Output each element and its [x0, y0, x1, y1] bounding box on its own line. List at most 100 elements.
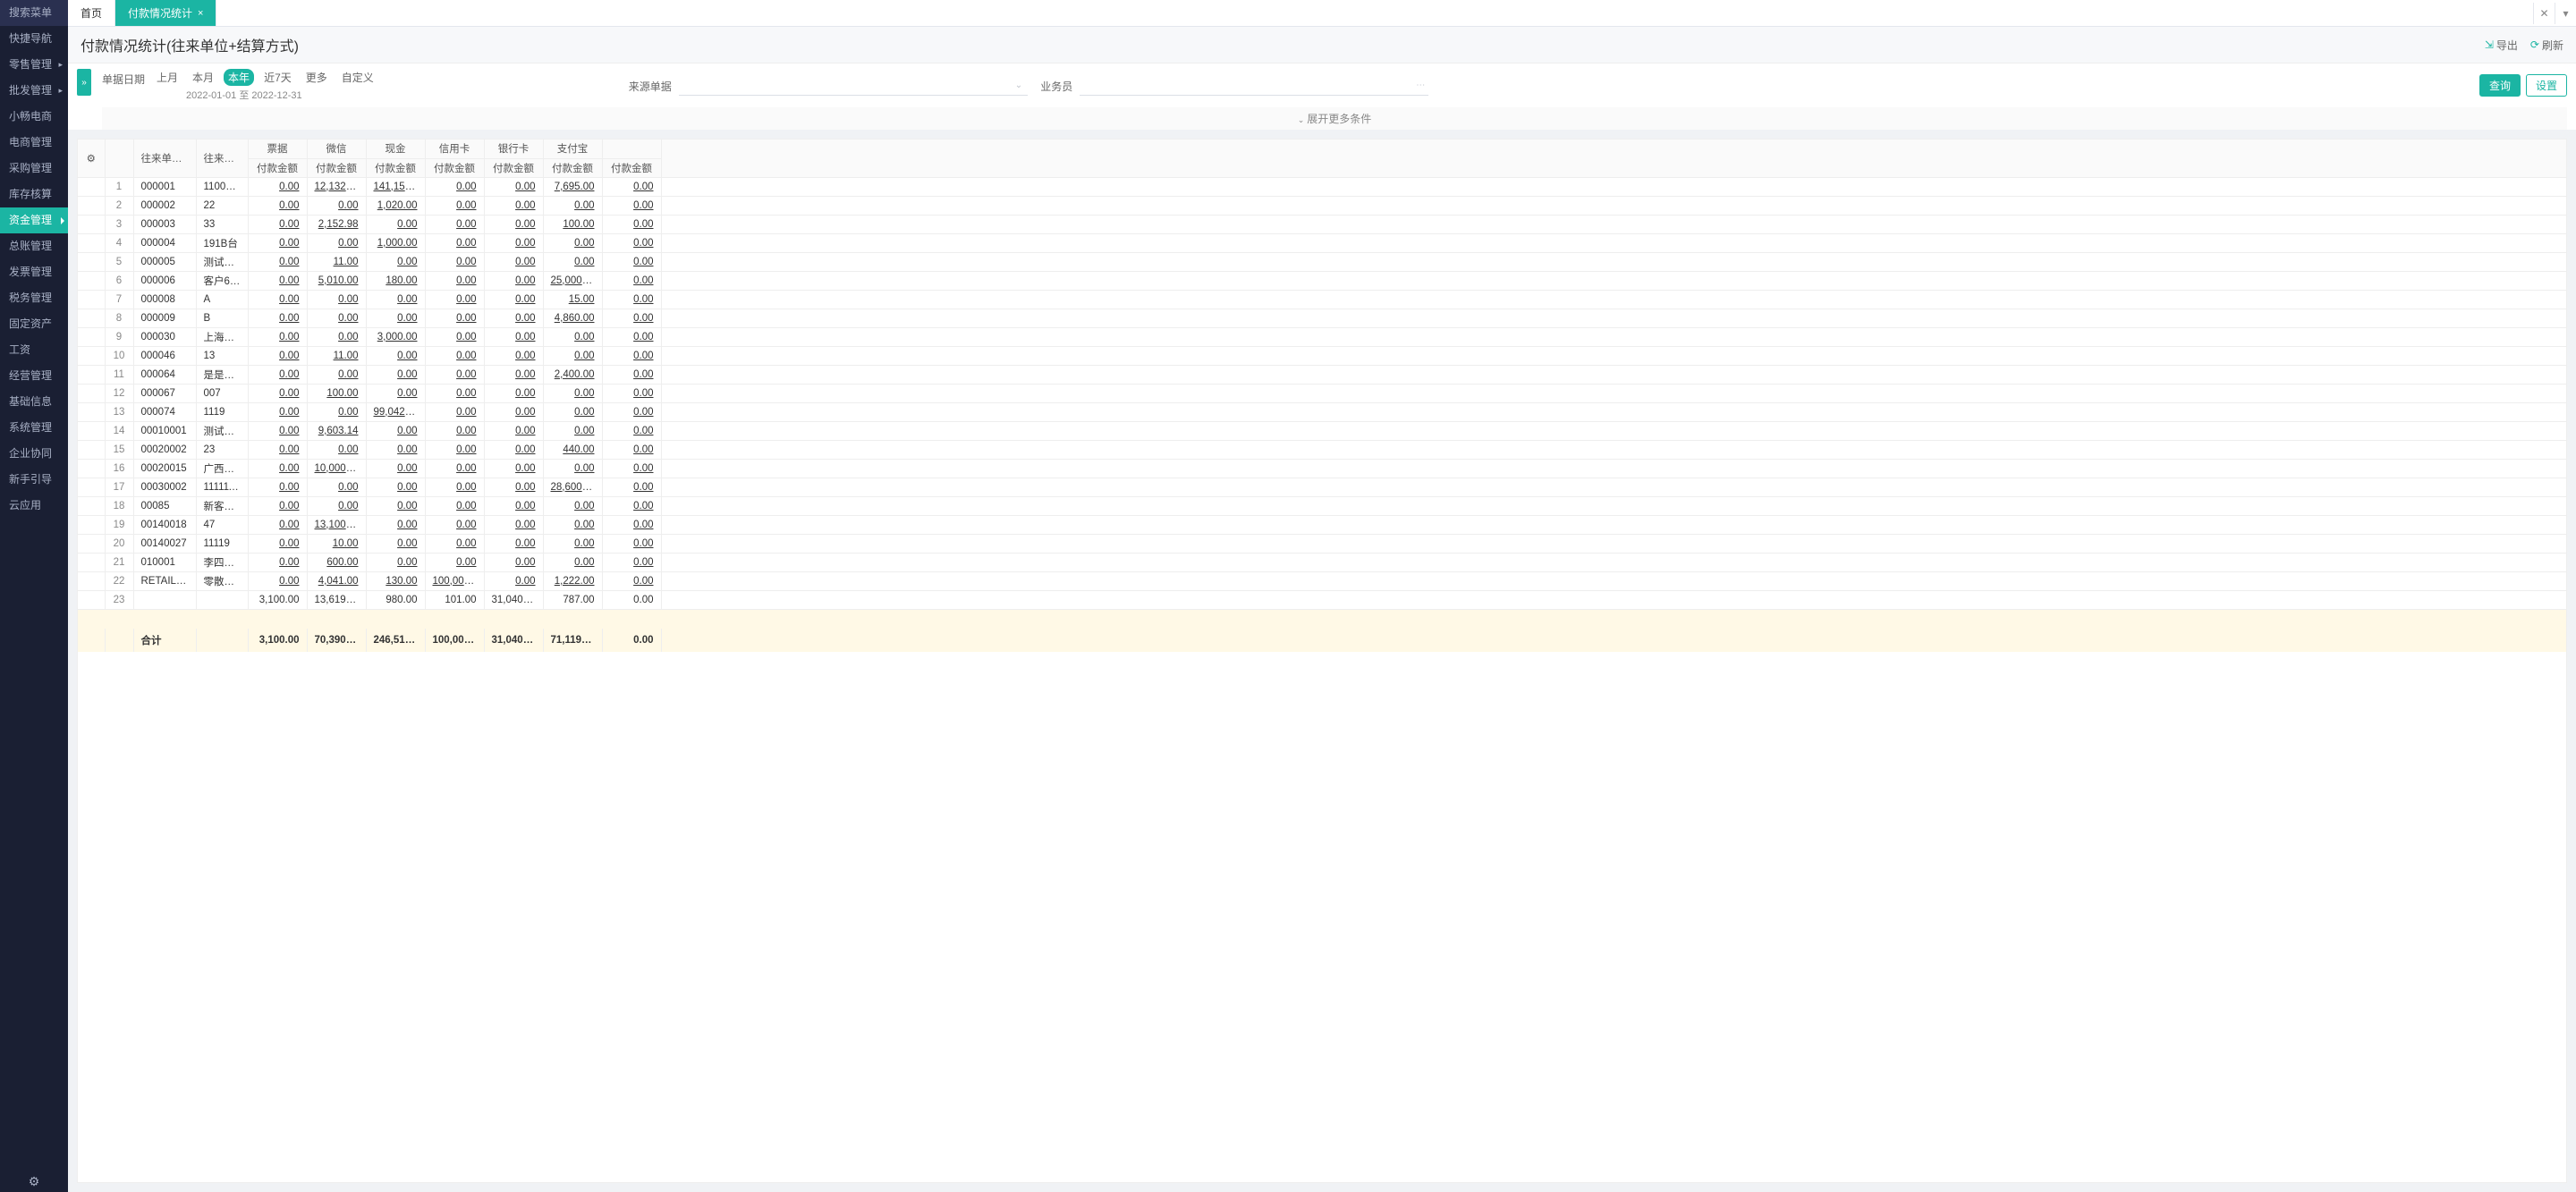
cell-amount[interactable]: 0.00: [602, 196, 661, 215]
cell-amount[interactable]: 0.00: [248, 478, 307, 496]
cell-amount[interactable]: 0.00: [484, 478, 543, 496]
sidebar-item-15[interactable]: 基础信息: [0, 389, 68, 415]
cell-amount[interactable]: 2,400.00: [543, 365, 602, 384]
tab-0[interactable]: 首页: [68, 0, 115, 26]
cell-amount[interactable]: 0.00: [425, 271, 484, 290]
sidebar-item-11[interactable]: 税务管理: [0, 285, 68, 311]
cell-amount[interactable]: 0.00: [484, 365, 543, 384]
cell-amount[interactable]: 1,222.00: [543, 571, 602, 590]
cell-amount[interactable]: 13,100.00: [307, 515, 366, 534]
cell-amount[interactable]: 0.00: [248, 252, 307, 271]
cell-amount[interactable]: 0.00: [602, 421, 661, 440]
cell-amount[interactable]: 0.00: [366, 496, 425, 515]
cell-amount[interactable]: 0.00: [543, 402, 602, 421]
cell-amount[interactable]: 0.00: [248, 402, 307, 421]
cell-amount[interactable]: 0.00: [425, 459, 484, 478]
cell-amount[interactable]: 0.00: [248, 421, 307, 440]
cell-amount[interactable]: 10,000.00: [307, 459, 366, 478]
sidebar-item-17[interactable]: 企业协同: [0, 441, 68, 467]
sidebar-item-9[interactable]: 总账管理: [0, 233, 68, 259]
cell-amount[interactable]: 0.00: [425, 177, 484, 196]
cell-amount[interactable]: 0.00: [366, 346, 425, 365]
table-row[interactable]: 1400010001测试单位20.009,603.140.000.000.000…: [78, 421, 2566, 440]
gear-icon[interactable]: ⚙: [29, 1174, 40, 1189]
cell-amount[interactable]: 0.00: [602, 309, 661, 327]
sidebar-item-12[interactable]: 固定资产: [0, 311, 68, 337]
cell-amount[interactable]: 0.00: [425, 421, 484, 440]
cell-amount[interactable]: 0.00: [248, 271, 307, 290]
cell-amount[interactable]: 0.00: [543, 421, 602, 440]
sidebar-item-5[interactable]: 电商管理: [0, 130, 68, 156]
sidebar-item-6[interactable]: 采购管理: [0, 156, 68, 182]
cell-amount[interactable]: 0.00: [484, 440, 543, 459]
table-row[interactable]: 22RETAIL_CU...零散客户0010.004,041.00130.001…: [78, 571, 2566, 590]
table-row[interactable]: 4000004191B台0.000.001,000.000.000.000.00…: [78, 233, 2566, 252]
cell-amount[interactable]: 0.00: [366, 215, 425, 233]
cell-amount[interactable]: 25,000.00: [543, 271, 602, 290]
cell-amount[interactable]: 0.00: [307, 327, 366, 346]
cell-amount[interactable]: 4,860.00: [543, 309, 602, 327]
cell-amount[interactable]: 0.00: [602, 365, 661, 384]
more-icon[interactable]: ⋯: [1416, 80, 1425, 90]
cell-amount[interactable]: 0.00: [366, 515, 425, 534]
tab-close-all-icon[interactable]: ✕: [2533, 3, 2555, 24]
cell-amount[interactable]: 0.00: [248, 384, 307, 402]
cell-amount[interactable]: 0.00: [425, 233, 484, 252]
cell-amount[interactable]: 0.00: [248, 440, 307, 459]
cell-amount[interactable]: 0.00: [484, 421, 543, 440]
cell-amount[interactable]: 0.00: [425, 290, 484, 309]
cell-amount[interactable]: 0.00: [602, 346, 661, 365]
cell-amount[interactable]: 0.00: [602, 252, 661, 271]
table-row[interactable]: 120000670070.00100.000.000.000.000.000.0…: [78, 384, 2566, 402]
cell-amount[interactable]: 0.00: [248, 553, 307, 571]
table-row[interactable]: 11000064是是是是0.000.000.000.000.002,400.00…: [78, 365, 2566, 384]
table-row[interactable]: 21010001李四代010...0.00600.000.000.000.000…: [78, 553, 2566, 571]
cell-amount[interactable]: 141,158.11: [366, 177, 425, 196]
cell-amount[interactable]: 0.00: [307, 478, 366, 496]
expand-filters-toggle[interactable]: ⌄展开更多条件: [102, 107, 2567, 130]
cell-amount[interactable]: 0.00: [366, 290, 425, 309]
sidebar-item-1[interactable]: 快捷导航: [0, 26, 68, 52]
sidebar-item-8[interactable]: 资金管理: [0, 207, 68, 233]
cell-amount[interactable]: 0.00: [484, 346, 543, 365]
cell-amount[interactable]: 0.00: [484, 252, 543, 271]
cell-amount[interactable]: 0.00: [484, 290, 543, 309]
cell-amount[interactable]: 0.00: [248, 346, 307, 365]
cell-amount[interactable]: 0.00: [248, 365, 307, 384]
cell-amount[interactable]: 0.00: [366, 384, 425, 402]
cell-amount[interactable]: 0.00: [425, 553, 484, 571]
refresh-button[interactable]: ⟳刷新: [2530, 38, 2563, 53]
cell-amount[interactable]: 0.00: [307, 402, 366, 421]
cell-amount[interactable]: 1,000.00: [366, 233, 425, 252]
cell-amount[interactable]: 0.00: [543, 534, 602, 553]
cell-amount[interactable]: 0.00: [248, 534, 307, 553]
cell-amount[interactable]: 0.00: [602, 233, 661, 252]
sidebar-item-0[interactable]: 搜索菜单: [0, 0, 68, 26]
cell-amount[interactable]: 0.00: [366, 478, 425, 496]
cell-amount[interactable]: 0.00: [602, 534, 661, 553]
cell-amount[interactable]: 0.00: [366, 252, 425, 271]
cell-amount[interactable]: 0.00: [484, 233, 543, 252]
cell-amount[interactable]: 15.00: [543, 290, 602, 309]
cell-amount[interactable]: 0.00: [484, 271, 543, 290]
cell-amount[interactable]: 0.00: [307, 290, 366, 309]
cell-amount[interactable]: 0.00: [602, 327, 661, 346]
cell-amount[interactable]: 0.00: [307, 196, 366, 215]
salesman-input[interactable]: [1080, 76, 1428, 96]
cell-amount[interactable]: 440.00: [543, 440, 602, 459]
table-row[interactable]: 2000002220.000.001,020.000.000.000.000.0…: [78, 196, 2566, 215]
cell-amount[interactable]: 0.00: [484, 309, 543, 327]
cell-amount[interactable]: 100.00: [307, 384, 366, 402]
cell-amount[interactable]: 9,603.14: [307, 421, 366, 440]
cell-amount[interactable]: 0.00: [602, 271, 661, 290]
cell-amount[interactable]: 0.00: [484, 553, 543, 571]
tab-1[interactable]: 付款情况统计×: [115, 0, 216, 26]
table-row[interactable]: 1300007411190.000.0099,042.500.000.000.0…: [78, 402, 2566, 421]
cell-amount[interactable]: 0.00: [248, 309, 307, 327]
table-row[interactable]: 233,100.0013,619.00980.00101.0031,040.00…: [78, 590, 2566, 609]
cell-amount[interactable]: 0.00: [425, 440, 484, 459]
cell-amount[interactable]: 0.00: [366, 309, 425, 327]
cell-amount[interactable]: 0.00: [543, 496, 602, 515]
cell-amount[interactable]: 0.00: [248, 177, 307, 196]
chevron-down-icon[interactable]: ⌄: [1015, 80, 1022, 90]
